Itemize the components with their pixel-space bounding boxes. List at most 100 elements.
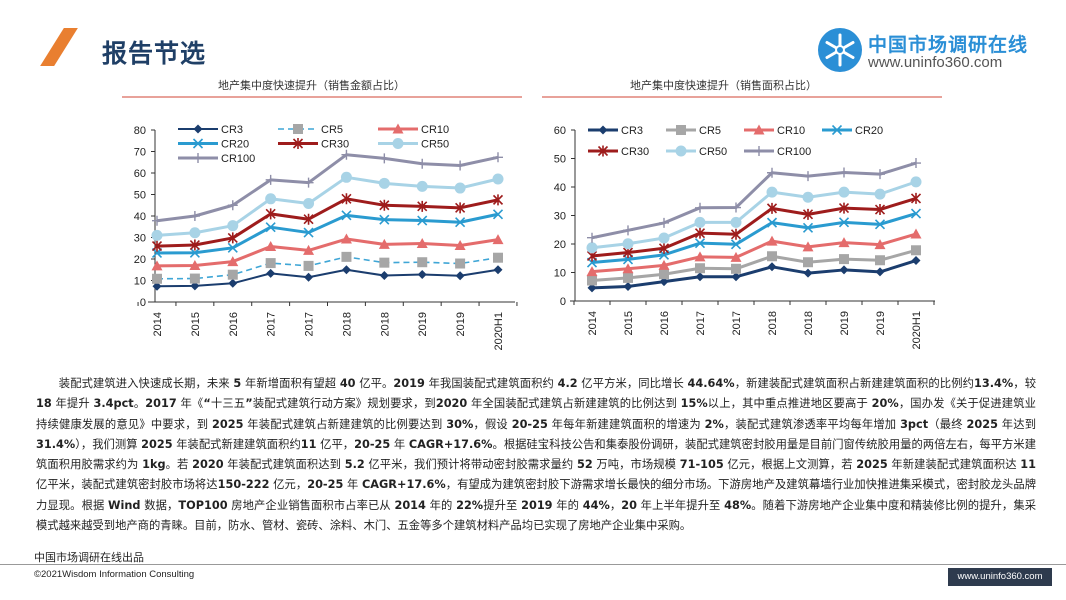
- legend-item-cr30: CR30: [278, 138, 349, 151]
- text-run: 。: [133, 397, 146, 411]
- text-run: 年新增面积有望超: [241, 377, 340, 390]
- data-point: [454, 182, 466, 194]
- legend-marker: [831, 124, 843, 136]
- legend-label: CR100: [221, 153, 255, 165]
- data-point: [731, 202, 741, 213]
- data-point: [455, 258, 466, 269]
- legend-item-cr5: CR5: [666, 125, 721, 137]
- x-tick-label: 2017: [695, 311, 707, 335]
- bold-figure: 4.2: [557, 377, 578, 390]
- data-point: [265, 208, 276, 220]
- data-point: [694, 227, 706, 239]
- legend-item-cr10: CR10: [378, 123, 449, 136]
- legend-marker: [193, 153, 203, 163]
- bold-figure: 13.4%: [974, 377, 1014, 390]
- legend-item-cr30: CR30: [588, 145, 649, 158]
- data-point: [303, 213, 314, 225]
- bold-figure: ”: [245, 397, 253, 411]
- y-tick-label: 60: [554, 125, 566, 137]
- series-line: [591, 259, 917, 290]
- data-point: [695, 263, 705, 274]
- data-point: [265, 193, 277, 205]
- data-point: [730, 216, 742, 228]
- data-point: [731, 272, 741, 282]
- legend-label: CR10: [777, 125, 805, 137]
- legend-item-cr50: CR50: [378, 138, 449, 151]
- data-point: [455, 217, 466, 228]
- data-point: [731, 263, 741, 274]
- data-point: [265, 174, 276, 185]
- series-cr50: [151, 171, 504, 241]
- data-point: [803, 257, 813, 268]
- bold-figure: 15%: [680, 397, 708, 411]
- data-point: [341, 193, 352, 205]
- data-point: [378, 238, 390, 249]
- y-tick-label: 10: [134, 276, 146, 288]
- data-point: [623, 225, 633, 236]
- series-line: [156, 268, 499, 288]
- bold-figure: 2014: [394, 498, 426, 512]
- series-line: [591, 196, 917, 258]
- text-run: 亿平米，装配式建筑密封胶市场将达: [36, 478, 218, 492]
- data-point: [694, 216, 706, 228]
- bold-figure: CAGR+17.6%: [362, 478, 446, 492]
- chart-title-sales-area: 地产集中度快速提升（销售面积占比）: [630, 79, 817, 92]
- data-point: [838, 217, 850, 228]
- data-point: [492, 209, 504, 220]
- chart-title-sales-amount: 地产集中度快速提升（销售金额占比）: [218, 79, 405, 92]
- data-point: [189, 247, 200, 258]
- data-point: [340, 233, 352, 244]
- legend-marker: [675, 145, 687, 157]
- data-point: [587, 232, 597, 243]
- y-tick-label: 20: [134, 254, 146, 266]
- series-line: [156, 212, 499, 255]
- data-point: [265, 258, 276, 269]
- data-point: [694, 251, 706, 262]
- y-tick-label: 80: [134, 125, 146, 137]
- data-point: [492, 173, 504, 185]
- x-tick-label: 2015: [623, 311, 635, 335]
- brand-logo[interactable]: 中国市场调研在线 www.uninfo360.com: [818, 28, 1058, 78]
- text-run: 房地产企业销售面积市占率已从: [227, 498, 395, 512]
- data-point: [767, 167, 777, 178]
- y-tick-label: 50: [134, 190, 146, 202]
- legend-marker: [293, 124, 303, 134]
- data-point: [303, 198, 315, 210]
- legend-label: CR100: [777, 146, 811, 158]
- y-tick-label: 40: [134, 211, 146, 223]
- x-tick-label: 2019: [455, 312, 467, 336]
- bold-figure: 11: [1020, 458, 1037, 472]
- legend-marker: [754, 146, 764, 156]
- data-point: [417, 200, 428, 212]
- x-tick-label: 2018: [803, 311, 815, 335]
- data-point: [766, 202, 778, 214]
- data-point: [767, 262, 777, 272]
- bold-figure: 44%: [582, 498, 610, 512]
- data-point: [227, 200, 238, 211]
- legend-marker: [676, 125, 686, 135]
- x-tick-label: 2014: [587, 311, 599, 335]
- x-tick-label: 2019: [417, 312, 429, 336]
- data-point: [802, 191, 814, 203]
- series-cr100: [587, 158, 921, 243]
- text-run: ，国办发《关于促进建筑业持续健康发展的意见》中要求，到: [36, 397, 1036, 431]
- data-point: [151, 260, 163, 271]
- data-point: [303, 177, 314, 188]
- legend-label: CR10: [421, 124, 449, 136]
- x-tick-label: 2014: [152, 312, 164, 336]
- footer-url-link[interactable]: www.uninfo360.com: [948, 568, 1052, 586]
- legend-label: CR5: [321, 124, 343, 136]
- data-point: [694, 238, 706, 249]
- bold-figure: 48%: [724, 498, 752, 512]
- text-run: 年的: [425, 498, 457, 512]
- bold-figure: 20-25: [511, 417, 548, 431]
- legend-marker: [597, 145, 609, 157]
- data-point: [767, 251, 777, 262]
- x-tick-label: 2018: [767, 311, 779, 335]
- y-tick-label: 0: [560, 296, 566, 308]
- data-point: [766, 235, 778, 246]
- data-point: [659, 217, 669, 228]
- legend-item-cr5: CR5: [278, 124, 343, 136]
- data-point: [658, 242, 670, 254]
- data-point: [623, 272, 633, 283]
